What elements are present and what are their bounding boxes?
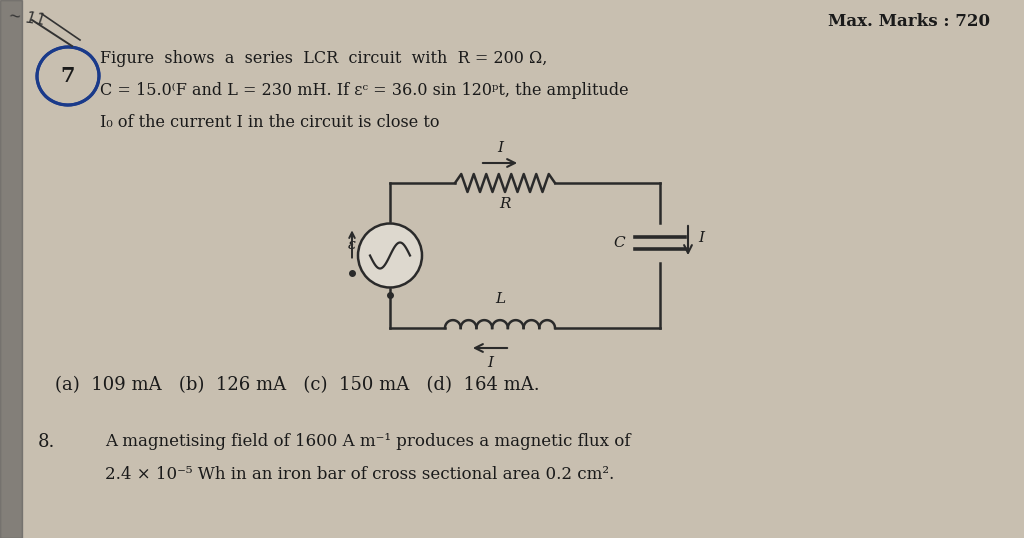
Text: Figure  shows  a  series  LCR  circuit  with  R = 200 Ω,: Figure shows a series LCR circuit with R… (100, 50, 548, 67)
Text: I₀ of the current I in the circuit is close to: I₀ of the current I in the circuit is cl… (100, 114, 439, 131)
Text: Max. Marks : 720: Max. Marks : 720 (828, 13, 990, 30)
Text: (a)  109 mA   (b)  126 mA   (c)  150 mA   (d)  164 mA.: (a) 109 mA (b) 126 mA (c) 150 mA (d) 164… (55, 376, 540, 394)
Text: ε: ε (348, 238, 356, 252)
Text: C: C (613, 236, 625, 250)
Text: I: I (497, 141, 503, 155)
Circle shape (358, 223, 422, 287)
Text: A magnetising field of 1600 A m⁻¹ produces a magnetic flux of: A magnetising field of 1600 A m⁻¹ produc… (105, 433, 631, 450)
Bar (0, 0, 22, 538)
Text: C = 15.0⁽F and L = 230 mH. If εᶜ = 36.0 sin 120ᵖt, the amplitude: C = 15.0⁽F and L = 230 mH. If εᶜ = 36.0 … (100, 82, 629, 99)
Text: ~ 11: ~ 11 (8, 8, 47, 28)
Text: 8.: 8. (38, 433, 55, 451)
Text: L: L (495, 292, 505, 306)
Text: 2.4 × 10⁻⁵ Wh in an iron bar of cross sectional area 0.2 cm².: 2.4 × 10⁻⁵ Wh in an iron bar of cross se… (105, 466, 614, 483)
Text: 7: 7 (60, 66, 75, 86)
Text: R: R (500, 197, 511, 211)
Text: I: I (698, 231, 705, 245)
Text: I: I (487, 356, 493, 370)
